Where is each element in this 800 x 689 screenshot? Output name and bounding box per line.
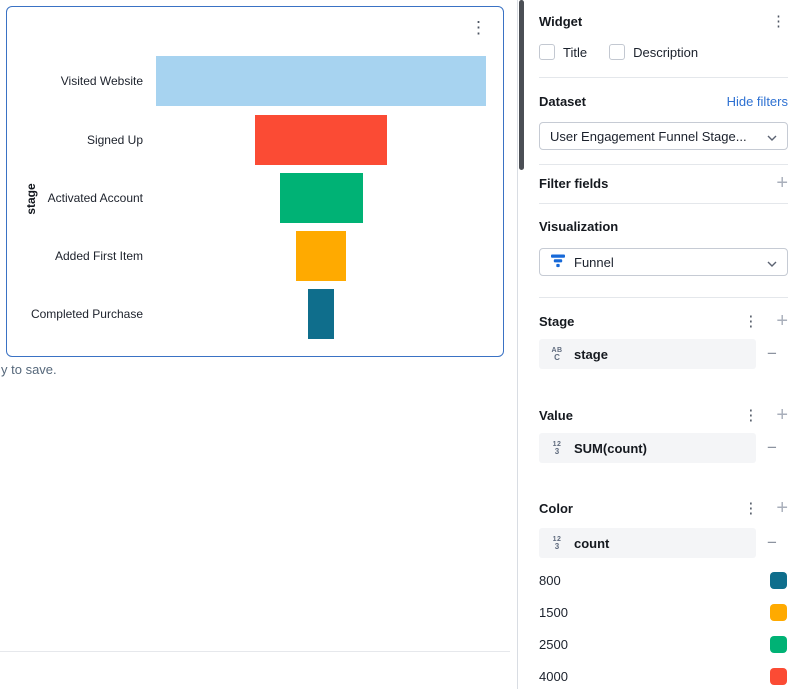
remove-value-field-button[interactable]: − xyxy=(767,438,777,457)
widget-settings-panel: Widget ⋮ Title Description Dataset Hide … xyxy=(517,0,800,689)
add-value-field-button[interactable]: + xyxy=(776,404,788,426)
visualization-dropdown[interactable]: Funnel xyxy=(539,248,788,276)
color-section-header: Color ⋮ + xyxy=(539,497,788,519)
stage-field-name: stage xyxy=(574,346,608,362)
visualization-header-row: Visualization xyxy=(539,219,788,234)
funnel-row: Added First Item xyxy=(7,231,503,281)
stage-menu-icon[interactable]: ⋮ xyxy=(743,312,759,330)
funnel-chart-icon xyxy=(550,254,566,271)
color-scale-row: 2500 xyxy=(539,636,788,653)
funnel-row: Completed Purchase xyxy=(7,289,503,339)
color-swatch[interactable] xyxy=(770,572,787,589)
remove-color-field-button[interactable]: − xyxy=(767,533,777,552)
add-color-field-button[interactable]: + xyxy=(776,497,788,519)
color-swatch[interactable] xyxy=(770,636,787,653)
funnel-bar[interactable] xyxy=(296,231,346,281)
divider xyxy=(539,164,788,165)
color-swatch[interactable] xyxy=(770,668,787,685)
visualization-label: Visualization xyxy=(539,219,619,234)
title-checkbox[interactable] xyxy=(539,44,555,60)
canvas-bottom-divider xyxy=(0,651,510,652)
add-filter-button[interactable]: + xyxy=(776,172,788,194)
filter-fields-row: Filter fields + xyxy=(539,172,788,194)
value-field-name: SUM(count) xyxy=(574,440,647,456)
canvas-area: ⋮ stage Visited Website Signed Up Activa… xyxy=(0,6,510,652)
funnel-stage-label: Signed Up xyxy=(86,133,143,147)
filter-fields-label: Filter fields xyxy=(539,175,609,191)
widget-options-row: Title Description xyxy=(539,44,788,60)
stage-field-chip[interactable]: AB C stage xyxy=(539,339,756,369)
text-type-icon: AB C xyxy=(551,346,563,362)
color-section-label: Color xyxy=(539,500,573,516)
visualization-selected-value: Funnel xyxy=(574,254,614,270)
status-text: y to save. xyxy=(1,362,57,377)
color-field-row: 12 3 count − xyxy=(539,528,788,558)
panel-menu-icon[interactable]: ⋮ xyxy=(771,13,786,30)
divider xyxy=(539,297,788,298)
funnel-stage-label: Added First Item xyxy=(54,249,143,263)
value-section-label: Value xyxy=(539,407,573,423)
numeric-type-icon: 12 3 xyxy=(552,535,562,551)
widget-header-row: Widget ⋮ xyxy=(539,14,788,29)
add-stage-field-button[interactable]: + xyxy=(776,310,788,332)
dataset-selected-value: User Engagement Funnel Stage... xyxy=(550,128,747,144)
stage-section-label: Stage xyxy=(539,313,575,329)
panel-title: Widget xyxy=(539,14,583,29)
scale-value: 2500 xyxy=(539,637,568,652)
color-scale-row: 800 xyxy=(539,572,788,589)
funnel-row: Visited Website xyxy=(7,56,503,106)
title-checkbox-label[interactable]: Title xyxy=(563,44,588,60)
scale-value: 1500 xyxy=(539,605,568,620)
funnel-bar[interactable] xyxy=(156,56,486,106)
value-field-chip[interactable]: 12 3 SUM(count) xyxy=(539,433,756,463)
value-menu-icon[interactable]: ⋮ xyxy=(743,406,759,424)
funnel-row: Activated Account xyxy=(7,173,503,223)
numeric-type-icon: 12 3 xyxy=(552,440,562,456)
color-menu-icon[interactable]: ⋮ xyxy=(743,499,759,517)
scale-value: 4000 xyxy=(539,669,568,684)
stage-field-row: AB C stage − xyxy=(539,339,788,369)
funnel-bar[interactable] xyxy=(308,289,334,339)
dataset-dropdown[interactable]: User Engagement Funnel Stage... xyxy=(539,122,788,150)
divider xyxy=(539,203,788,204)
chevron-down-icon xyxy=(767,129,777,144)
funnel-bar[interactable] xyxy=(279,173,363,223)
value-field-row: 12 3 SUM(count) − xyxy=(539,433,788,463)
color-scale-row: 1500 xyxy=(539,604,788,621)
funnel-bar[interactable] xyxy=(255,115,387,165)
color-swatch[interactable] xyxy=(770,604,787,621)
widget-menu-icon[interactable]: ⋮ xyxy=(470,18,487,37)
funnel-row: Signed Up xyxy=(7,115,503,165)
stage-section-header: Stage ⋮ + xyxy=(539,310,788,332)
color-field-chip[interactable]: 12 3 count xyxy=(539,528,756,558)
value-section-header: Value ⋮ + xyxy=(539,404,788,426)
chevron-down-icon xyxy=(767,255,777,270)
hide-filters-link[interactable]: Hide filters xyxy=(726,94,788,109)
color-field-name: count xyxy=(574,535,610,551)
color-scale-row: 4000 xyxy=(539,668,788,685)
funnel-stage-label: Activated Account xyxy=(47,191,143,205)
description-checkbox[interactable] xyxy=(609,44,626,60)
description-checkbox-label[interactable]: Description xyxy=(633,44,699,60)
funnel-stage-label: Visited Website xyxy=(60,74,143,88)
dataset-header-row: Dataset Hide filters xyxy=(539,94,788,109)
funnel-widget-card[interactable]: ⋮ stage Visited Website Signed Up Activa… xyxy=(6,6,504,357)
funnel-stage-label: Completed Purchase xyxy=(30,307,143,321)
remove-stage-field-button[interactable]: − xyxy=(767,344,777,363)
divider xyxy=(539,77,788,78)
scale-value: 800 xyxy=(539,573,561,588)
scrollbar-thumb[interactable] xyxy=(519,0,524,170)
dataset-label: Dataset xyxy=(539,94,586,109)
